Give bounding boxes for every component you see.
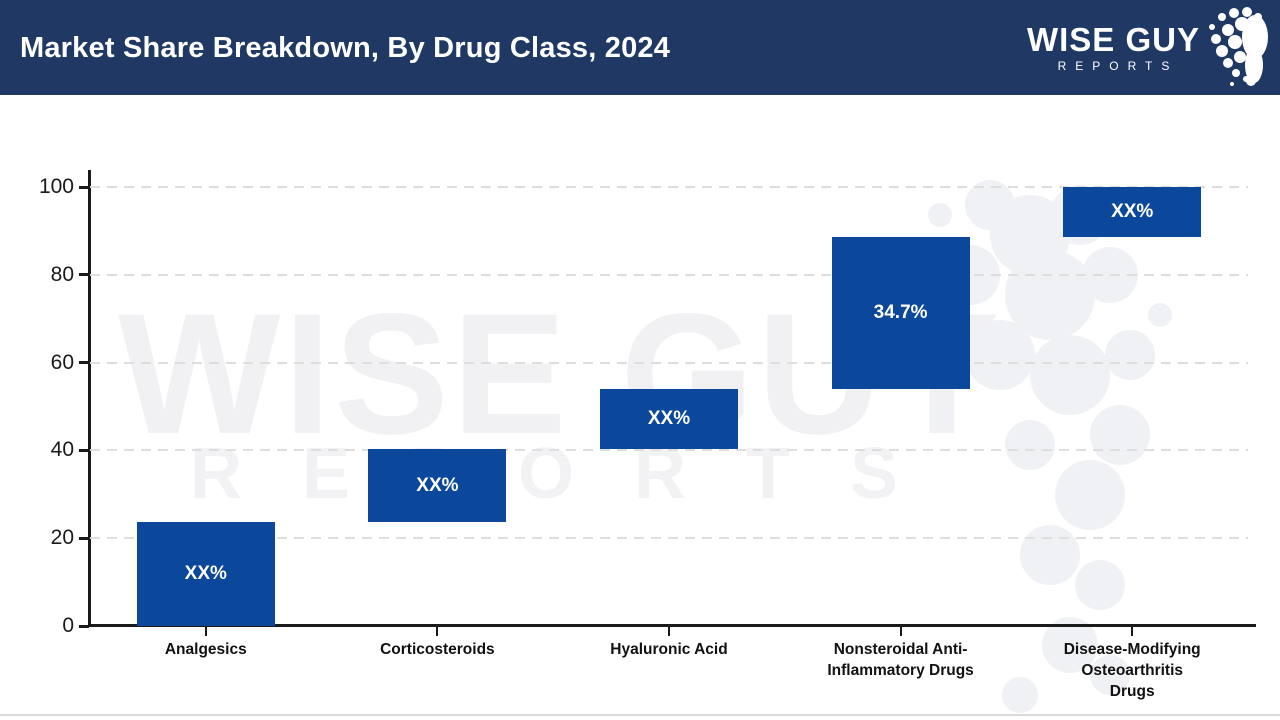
y-tick-label: 40 [50,438,74,462]
bar-segment: XX% [600,388,738,450]
x-tick-mark [204,627,207,636]
page-title: Market Share Breakdown, By Drug Class, 2… [20,32,671,64]
brand-logo-text: WISE GUY REPORTS [1027,23,1200,73]
bar-segment: 34.7% [831,236,970,389]
bar-value-label: XX% [184,563,227,585]
category-label: Disease-Modifying Osteoarthritis Drugs [1012,640,1252,703]
category-label: Hyaluronic Acid [549,640,789,661]
bar-segment: XX% [368,449,507,523]
y-tick-label: 60 [50,350,74,374]
bar-value-label: XX% [416,474,459,496]
category-label-line: Drugs [1109,682,1155,700]
y-tick-mark [79,536,89,540]
x-axis-line [88,624,1256,627]
x-tick-mark [1131,627,1134,636]
category-label: Analgesics [86,640,326,661]
category-label-line: Analgesics [164,641,247,658]
y-axis-line [88,170,91,627]
gridline [90,537,1248,540]
y-tick-label: 100 [38,175,74,198]
category-label-line: Nonsteroidal Anti- [833,641,968,658]
y-tick-label: 20 [50,526,74,550]
gridline [90,186,1248,188]
y-tick-label: 0 [62,614,74,637]
gridline [90,449,1248,452]
brand-logo: WISE GUY REPORTS [1027,6,1268,90]
gridline [90,273,1248,276]
category-label-line: Corticosteroids [380,641,495,658]
y-tick-label: 80 [50,262,74,286]
header-band: Market Share Breakdown, By Drug Class, 2… [0,0,1280,95]
y-tick-mark [79,448,89,452]
bottom-border-line [0,714,1280,716]
category-label-line: Disease-Modifying [1063,641,1201,658]
category-label: Nonsteroidal Anti- Inflammatory Drugs [781,640,1021,682]
x-tick-mark [668,627,670,636]
bar-segment: XX% [1063,187,1202,237]
category-label-line: Osteoarthritis [1081,661,1183,679]
y-tick-mark [79,273,89,277]
x-tick-mark [899,627,902,636]
bar-value-label: 34.7% [873,301,928,323]
y-tick-mark [79,185,89,189]
gridline [90,361,1248,364]
x-tick-mark [436,627,439,636]
y-tick-mark [79,624,89,628]
category-label-line: Inflammatory Drugs [827,661,974,679]
category-label: Corticosteroids [317,640,557,661]
bar-value-label: XX% [647,408,691,429]
y-tick-mark [79,361,89,365]
brand-name: WISE GUY [1026,21,1200,58]
bar-value-label: XX% [1111,200,1154,222]
logo-face-icon [1202,5,1268,92]
brand-subname: REPORTS [1057,59,1179,73]
bar-segment: XX% [136,522,275,626]
category-label-line: Hyaluronic Acid [610,641,728,658]
